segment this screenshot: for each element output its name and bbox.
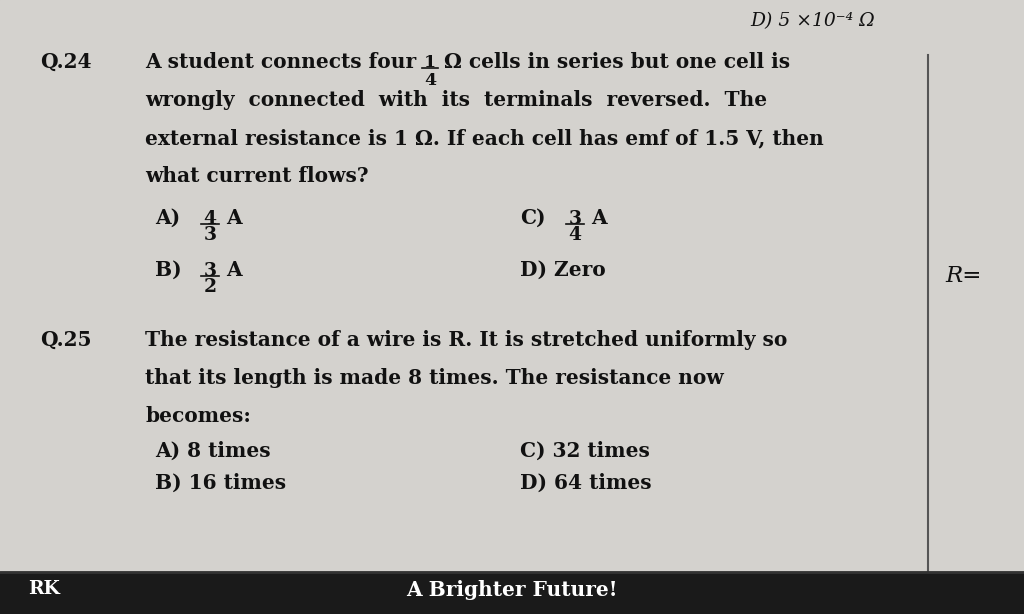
Text: C) 32 times: C) 32 times — [520, 441, 650, 461]
Text: 4: 4 — [204, 210, 216, 228]
Text: The resistance of a wire is R. It is stretched uniformly so: The resistance of a wire is R. It is str… — [145, 330, 787, 350]
Text: Q.24: Q.24 — [40, 52, 91, 72]
Text: 1: 1 — [424, 54, 436, 71]
Text: 3: 3 — [204, 226, 216, 244]
Text: A: A — [226, 260, 242, 280]
Text: D) 64 times: D) 64 times — [520, 473, 651, 493]
Text: that its length is made 8 times. The resistance now: that its length is made 8 times. The res… — [145, 368, 724, 388]
Text: C): C) — [520, 208, 546, 228]
Text: B): B) — [155, 260, 181, 280]
Bar — [0, 572, 1024, 614]
Text: A Brighter Future!: A Brighter Future! — [407, 580, 617, 600]
Text: A) 8 times: A) 8 times — [155, 441, 270, 461]
Text: external resistance is 1 Ω. If each cell has emf of 1.5 V, then: external resistance is 1 Ω. If each cell… — [145, 128, 823, 148]
Text: A: A — [591, 208, 606, 228]
Text: 3: 3 — [568, 210, 582, 228]
Text: 2: 2 — [204, 278, 216, 296]
Text: A student connects four: A student connects four — [145, 52, 423, 72]
Text: R=: R= — [945, 265, 981, 287]
Text: A): A) — [155, 208, 180, 228]
Text: Ω cells in series but one cell is: Ω cells in series but one cell is — [444, 52, 791, 72]
Text: 4: 4 — [568, 226, 582, 244]
Text: wrongly  connected  with  its  terminals  reversed.  The: wrongly connected with its terminals rev… — [145, 90, 767, 110]
Text: RK: RK — [28, 580, 59, 598]
Text: A: A — [226, 208, 242, 228]
Text: Q.25: Q.25 — [40, 330, 91, 350]
Text: D) Zero: D) Zero — [520, 260, 606, 280]
Text: B) 16 times: B) 16 times — [155, 473, 286, 493]
Text: what current flows?: what current flows? — [145, 166, 369, 186]
Text: becomes:: becomes: — [145, 406, 251, 426]
Text: D) 5 ×10⁻⁴ Ω: D) 5 ×10⁻⁴ Ω — [750, 12, 874, 30]
Text: 4: 4 — [424, 72, 436, 89]
Text: 3: 3 — [204, 262, 216, 280]
